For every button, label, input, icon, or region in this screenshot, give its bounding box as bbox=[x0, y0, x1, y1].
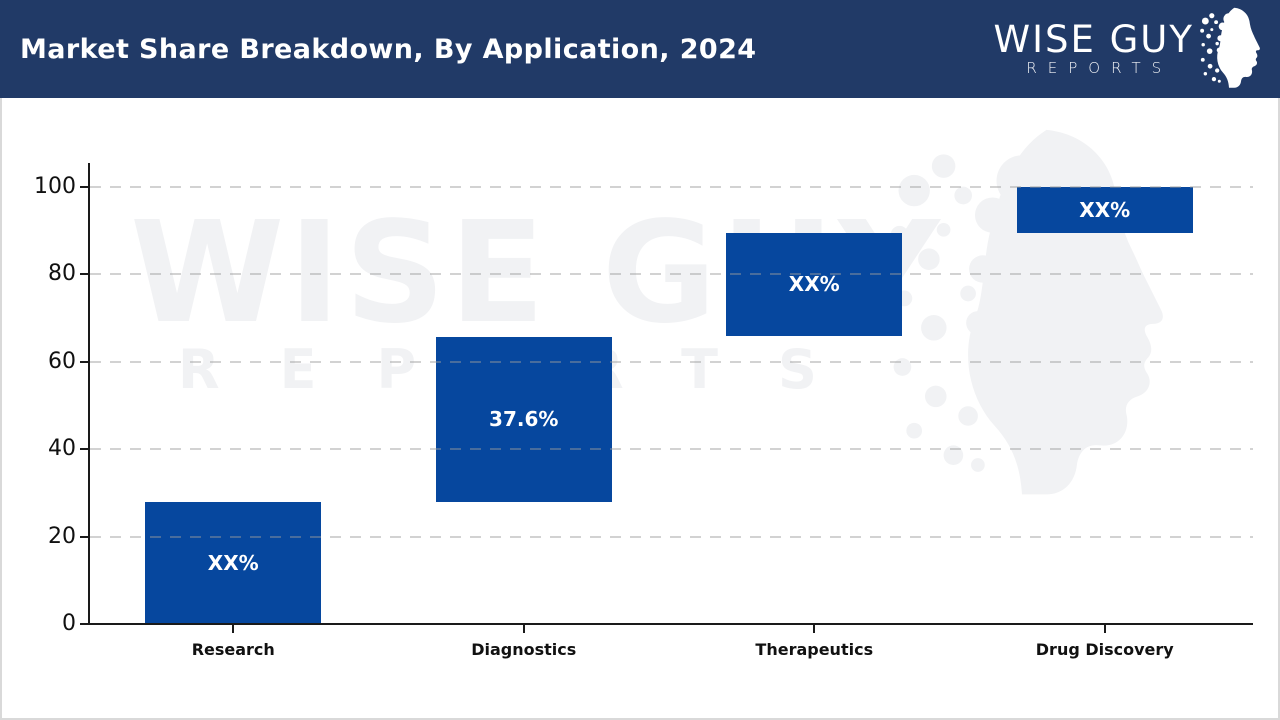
bar-value-label: XX% bbox=[788, 272, 840, 297]
page-title: Market Share Breakdown, By Application, … bbox=[20, 33, 757, 65]
y-tick-label: 100 bbox=[34, 174, 76, 199]
brand-subname: REPORTS bbox=[1026, 59, 1173, 78]
category-label-therapeutics: Therapeutics bbox=[755, 640, 874, 659]
y-tick-label: 0 bbox=[62, 611, 76, 636]
bar-value-label: XX% bbox=[207, 550, 259, 575]
x-tick-mark bbox=[813, 625, 816, 633]
x-tick-mark bbox=[522, 625, 525, 633]
gridline bbox=[90, 360, 1253, 363]
brand-head-icon bbox=[1200, 7, 1260, 88]
gridline bbox=[90, 448, 1253, 451]
category-label-drug-discovery: Drug Discovery bbox=[1035, 640, 1174, 659]
x-tick-mark bbox=[1103, 625, 1106, 633]
y-tick-mark bbox=[80, 360, 88, 363]
bar-therapeutics: XX% bbox=[726, 232, 903, 336]
y-tick-mark bbox=[80, 623, 88, 625]
bar-value-label: 37.6% bbox=[489, 407, 559, 432]
y-tick-label: 40 bbox=[48, 436, 76, 462]
y-tick-mark bbox=[80, 535, 88, 538]
y-tick-label: 20 bbox=[48, 523, 76, 549]
brand-logo-text: WISE GUY REPORTS bbox=[993, 17, 1194, 78]
x-tick-mark bbox=[232, 625, 235, 633]
y-tick-mark bbox=[80, 186, 88, 188]
y-tick-mark bbox=[80, 448, 88, 451]
brand-name: WISE GUY bbox=[993, 17, 1194, 61]
category-label-research: Research bbox=[191, 640, 275, 659]
y-tick-label: 60 bbox=[48, 348, 76, 374]
y-tick-label: 80 bbox=[48, 261, 76, 287]
gridline bbox=[90, 535, 1253, 538]
bar-diagnostics: 37.6% bbox=[435, 337, 612, 502]
category-label-diagnostics: Diagnostics bbox=[471, 640, 577, 659]
bar-drug-discovery: XX% bbox=[1016, 187, 1193, 233]
brand-logo: WISE GUY REPORTS bbox=[994, 6, 1262, 92]
y-tick-mark bbox=[80, 273, 88, 276]
header-bar: Market Share Breakdown, By Application, … bbox=[0, 0, 1280, 98]
y-axis-line bbox=[88, 163, 90, 625]
bar-research: XX% bbox=[145, 501, 322, 624]
bar-value-label: XX% bbox=[1079, 197, 1131, 222]
gridline bbox=[90, 273, 1253, 276]
gridline bbox=[90, 186, 1253, 188]
x-axis-line bbox=[88, 623, 1253, 625]
